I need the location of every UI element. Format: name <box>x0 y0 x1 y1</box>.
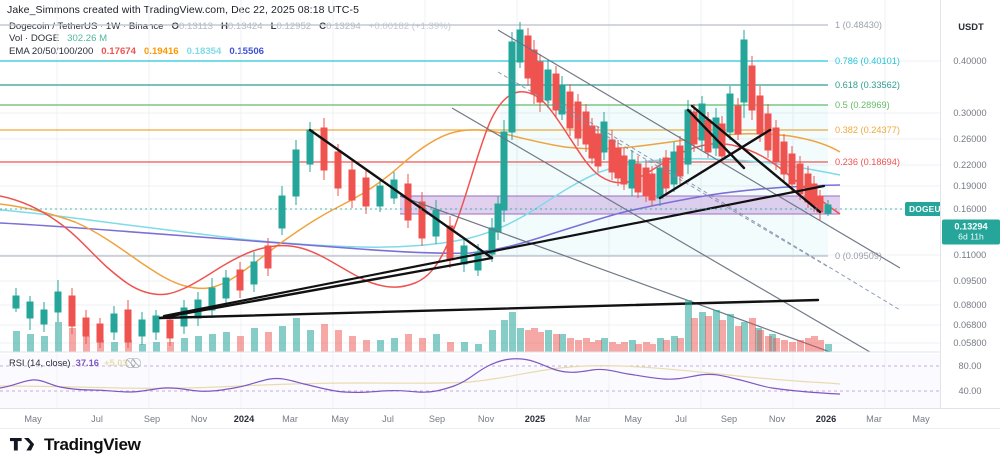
tradingview-mark-icon <box>10 438 35 451</box>
ema20-value: 0.17674 <box>101 45 136 57</box>
open-label: O <box>171 21 179 32</box>
current-price-value: 0.13294 <box>954 221 988 232</box>
price-axis[interactable]: USDT 0.40000 0.30000 0.26000 0.22000 0.1… <box>940 0 1000 408</box>
price-tick-9: 0.06800 <box>953 320 987 330</box>
legend-sep-2: · <box>122 21 127 32</box>
tradingview-wordmark: TradingView <box>44 435 141 454</box>
close-label: C <box>319 21 327 32</box>
rsi-tick-0: 80.00 <box>958 361 982 371</box>
time-label-13: Jul <box>675 414 687 424</box>
price-tick-5: 0.16000 <box>953 204 987 214</box>
volume-value: 302.26 M <box>67 33 108 45</box>
open-value: 0.13113 <box>178 21 213 32</box>
price-tick-8: 0.08000 <box>953 300 987 310</box>
time-label-15: Nov <box>768 414 786 424</box>
legend-sep-1: · <box>100 21 104 32</box>
price-axis-unit: USDT <box>958 21 984 32</box>
rsi-value: 37.16 <box>75 358 99 368</box>
time-label-0: May <box>24 414 42 424</box>
time-label-8: Sep <box>428 414 446 424</box>
rsi-title: RSI (14, close) <box>9 358 71 368</box>
time-label-3: Nov <box>190 414 208 424</box>
volume-series <box>13 300 832 352</box>
bar-countdown: 6d 11h <box>958 231 984 242</box>
high-value: 0.13424 <box>227 21 263 32</box>
price-tick-2: 0.26000 <box>953 134 987 144</box>
manual-trendlines <box>158 104 822 320</box>
time-label-12: May <box>624 414 642 424</box>
fib-label-0786: 0.786 (0.40101) <box>835 56 900 66</box>
fib-label-0382: 0.382 (0.24377) <box>835 125 900 135</box>
price-tick-6: 0.11000 <box>953 250 987 260</box>
time-label-5: Mar <box>282 414 298 424</box>
fib-label-0618: 0.618 (0.33562) <box>835 80 900 90</box>
rsi-tick-1: 40.00 <box>958 386 982 396</box>
legend-exchange[interactable]: Binance <box>128 21 164 32</box>
time-axis[interactable]: May Jul Sep Nov 2024 Mar May Jul Sep Nov… <box>0 408 1000 428</box>
rsi-panel <box>0 354 940 408</box>
price-tick-7: 0.09500 <box>953 276 987 286</box>
low-label: L <box>270 21 277 32</box>
low-value: 0.12952 <box>276 21 312 32</box>
time-label-14: Sep <box>720 414 738 424</box>
time-label-10: 2025 <box>524 414 546 424</box>
support-zone <box>400 195 840 215</box>
time-label-17: Mar <box>866 414 882 424</box>
volume-label: Vol · DOGE <box>9 33 60 45</box>
fib-label-0236: 0.236 (0.18694) <box>835 157 900 167</box>
high-label: H <box>220 21 228 32</box>
legend-interval[interactable]: 1W <box>105 21 121 32</box>
time-label-7: Jul <box>382 414 394 424</box>
price-tick-4: 0.19000 <box>953 181 987 191</box>
price-tick-10: 0.05800 <box>953 338 987 348</box>
rsi-legend[interactable]: RSI (14, close) 37.16 +5.03 ⃠ ⃠ <box>9 358 138 369</box>
rsi-secondary-value: +5.03 <box>104 358 128 368</box>
ema200-value: 0.15506 <box>229 45 265 57</box>
price-tick-0: 0.40000 <box>953 56 987 66</box>
descending-channel <box>399 29 901 352</box>
fib-label-1: 1 (0.48430) <box>835 20 882 30</box>
fib-label-0: 0 (0.09509) <box>835 251 882 261</box>
fib-label-05: 0.5 (0.28969) <box>835 100 890 110</box>
ema100-line <box>0 157 841 248</box>
legend-volume-row[interactable]: Vol · DOGE 302.26 M <box>9 33 451 45</box>
rsi-axis[interactable]: 80.00 40.00 <box>940 352 1000 408</box>
ema50-value: 0.19416 <box>143 45 179 57</box>
manual-trendlines-secondary <box>162 184 826 318</box>
price-tick-3: 0.22000 <box>953 160 987 170</box>
current-price-tag[interactable]: 0.13294 6d 11h <box>942 219 1000 245</box>
price-chart-canvas[interactable] <box>0 0 940 408</box>
legend-symbol-row[interactable]: Dogecoin / TetherUS · 1W · Binance O0.13… <box>9 21 451 33</box>
time-label-11: Mar <box>575 414 591 424</box>
footer-bar: TradingView <box>0 428 1000 462</box>
time-label-6: May <box>331 414 349 424</box>
candlestick-series <box>12 22 832 348</box>
legend-symbol[interactable]: Dogecoin / TetherUS <box>9 21 98 32</box>
ema100-value: 0.18354 <box>186 45 222 57</box>
time-label-16: 2026 <box>815 414 837 424</box>
time-label-1: Jul <box>91 414 103 424</box>
ema-label: EMA 20/50/100/200 <box>9 45 94 57</box>
price-change: +0.00182 (+1.39%) <box>368 21 451 32</box>
tradingview-logo[interactable]: TradingView <box>10 435 141 455</box>
dashed-trend-guides <box>497 71 901 311</box>
legend-ema-row[interactable]: EMA 20/50/100/200 0.17674 0.19416 0.1835… <box>9 46 451 58</box>
attribution-text: Jake_Simmons created with TradingView.co… <box>7 4 360 16</box>
close-value: 0.13294 <box>326 21 361 32</box>
time-label-9: Nov <box>477 414 495 424</box>
time-label-18: May <box>912 414 930 424</box>
chart-legend: Dogecoin / TetherUS · 1W · Binance O0.13… <box>9 21 451 58</box>
price-tick-1: 0.30000 <box>953 108 987 118</box>
fib-retracement-levels <box>0 24 828 257</box>
time-label-4: 2024 <box>233 414 255 424</box>
time-label-2: Sep <box>143 414 161 424</box>
